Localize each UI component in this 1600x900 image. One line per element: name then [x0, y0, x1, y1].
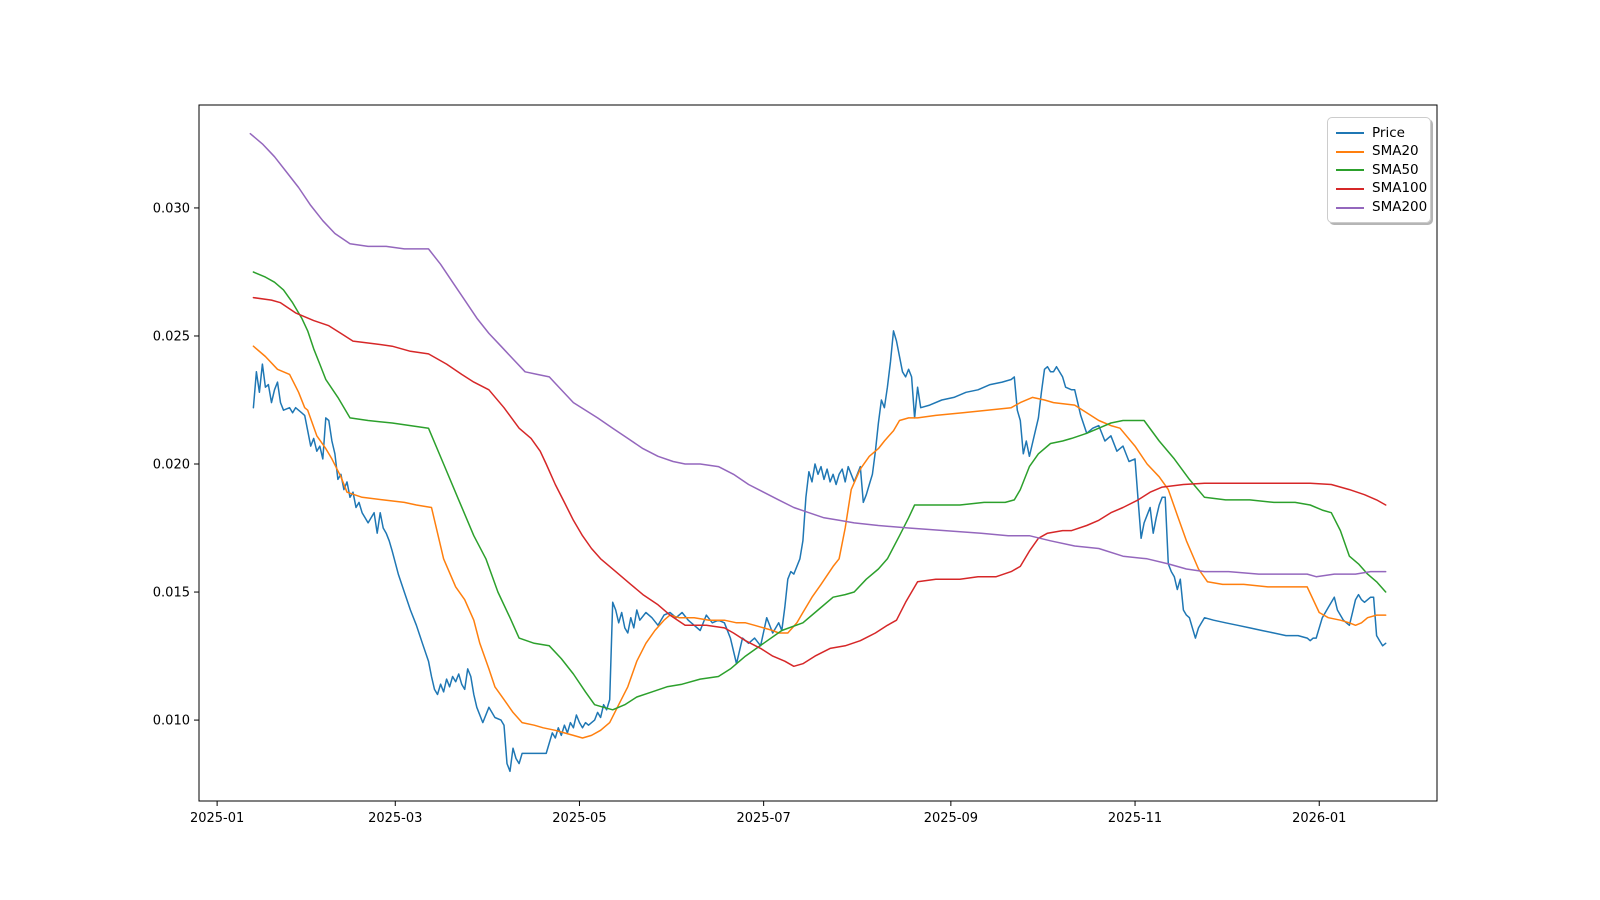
legend-label: Price: [1372, 124, 1405, 141]
series-line-sma20: [252, 345, 1387, 739]
x-tick-label: 2025-03: [368, 811, 422, 826]
legend-item-sma200: SMA200: [1336, 198, 1427, 217]
series-lines: [249, 132, 1387, 773]
legend-label: SMA200: [1372, 198, 1428, 215]
legend-item-sma100: SMA100: [1336, 180, 1427, 199]
legend-label: SMA50: [1372, 161, 1419, 178]
legend-label: SMA100: [1372, 180, 1428, 197]
legend-item-sma50: SMA50: [1336, 161, 1422, 180]
sma50-line-swatch-icon: [1336, 169, 1364, 172]
series-line-sma100: [252, 296, 1387, 668]
y-tick-label: 0.010: [153, 714, 190, 729]
sma100-line-swatch-icon: [1336, 188, 1364, 191]
sma20-line-swatch-icon: [1336, 150, 1364, 153]
plot-frame: [198, 104, 1438, 802]
y-tick-label: 0.030: [153, 201, 190, 216]
axis-ticks: 2025-01 2025-03 2025-05 2025-07 2025-09 2025-…: [153, 201, 1347, 826]
sma200-line-swatch-icon: [1336, 206, 1364, 209]
legend-item-price: Price: [1336, 124, 1422, 143]
series-line-sma50: [252, 271, 1387, 711]
legend-box: Price SMA20 SMA50 SMA100 SMA200: [1327, 117, 1431, 223]
x-tick-label: 2025-11: [1108, 811, 1162, 826]
x-tick-label: 2025-07: [736, 811, 790, 826]
series-line-sma200: [249, 132, 1387, 578]
x-tick-label: 2025-01: [190, 811, 244, 826]
series-line-price: [252, 330, 1387, 773]
y-tick-label: 0.020: [153, 458, 190, 473]
y-tick-label: 0.025: [153, 329, 190, 344]
price-line-swatch-icon: [1336, 132, 1364, 135]
x-tick-label: 2025-09: [924, 811, 978, 826]
x-tick-label: 2026-01: [1292, 811, 1346, 826]
legend-label: SMA20: [1372, 143, 1419, 160]
x-tick-label: 2025-05: [552, 811, 606, 826]
y-tick-label: 0.015: [153, 586, 190, 601]
legend-item-sma20: SMA20: [1336, 143, 1422, 162]
